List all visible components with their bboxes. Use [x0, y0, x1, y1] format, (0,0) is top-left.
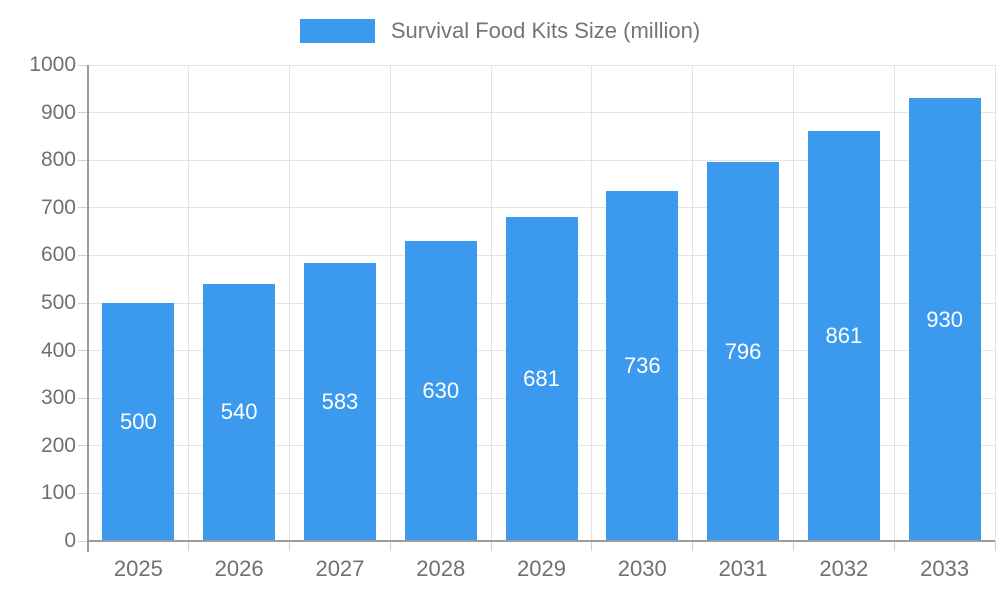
y-axis-label: 800: [40, 148, 76, 172]
gridline-vertical: [692, 65, 694, 541]
x-axis-tick: [289, 541, 291, 551]
x-axis-label-2026: 2026: [214, 556, 264, 581]
gridline-vertical: [792, 65, 794, 541]
y-axis-label: 700: [40, 195, 76, 219]
x-axis-label-2027: 2027: [315, 556, 365, 581]
bar-2025[interactable]: 500: [102, 303, 175, 541]
x-axis-tick: [994, 541, 996, 551]
bar-value-label: 861: [825, 323, 863, 349]
gridline-horizontal: [88, 64, 995, 66]
x-axis-label-2032: 2032: [819, 556, 869, 581]
bar-value-label: 630: [422, 378, 460, 404]
x-axis-tick: [490, 541, 492, 551]
x-axis-label-2031: 2031: [718, 556, 768, 581]
y-axis-tick: [78, 112, 88, 114]
gridline-horizontal: [88, 112, 995, 114]
bar-value-label: 583: [321, 389, 359, 415]
bar-2030[interactable]: 736: [606, 190, 679, 541]
bar-2031[interactable]: 796: [707, 162, 780, 541]
bar-value-label: 540: [220, 399, 258, 425]
y-axis-label: 400: [40, 338, 76, 362]
y-axis-label: 900: [40, 100, 76, 124]
y-axis-tick: [78, 350, 88, 352]
x-axis-label-2029: 2029: [517, 556, 566, 581]
bar-value-label: 796: [724, 338, 762, 364]
bar-value-label: 930: [926, 306, 963, 332]
gridline-vertical: [289, 65, 291, 541]
y-axis-label: 600: [40, 243, 76, 267]
gridline-vertical: [188, 65, 190, 541]
y-axis-label: 500: [40, 291, 76, 314]
y-axis-label: 100: [40, 481, 76, 505]
y-axis-label: 1000: [29, 53, 76, 76]
y-axis-label: 0: [64, 529, 76, 552]
bar-2028[interactable]: 630: [404, 241, 477, 541]
y-axis-tick: [78, 64, 88, 66]
x-axis-tick: [792, 541, 794, 551]
y-axis-line: [87, 65, 89, 552]
gridline-vertical: [591, 65, 593, 541]
bar-2026[interactable]: 540: [203, 283, 276, 541]
gridline-horizontal: [88, 159, 995, 161]
x-axis-label-2028: 2028: [416, 556, 466, 581]
legend-series-label[interactable]: Survival Food Kits Size (million): [390, 18, 701, 43]
y-axis-label: 300: [40, 386, 76, 410]
bar-value-label: 736: [623, 352, 661, 378]
y-axis-tick: [78, 254, 88, 256]
x-axis-tick: [188, 541, 190, 551]
x-axis-tick: [591, 541, 593, 551]
chart-legend[interactable]: Survival Food Kits Size (million): [0, 17, 1000, 45]
bar-value-label: 681: [523, 365, 560, 391]
legend-swatch-icon[interactable]: [299, 19, 375, 43]
x-axis-tick: [389, 541, 391, 551]
bar-2032[interactable]: 861: [807, 131, 880, 541]
gridline-vertical: [893, 65, 895, 541]
y-axis-tick: [78, 492, 88, 494]
bar-2027[interactable]: 583: [303, 263, 376, 541]
y-axis-tick: [78, 397, 88, 399]
x-axis-label-2030: 2030: [617, 556, 667, 581]
bar-value-label: 500: [120, 409, 157, 434]
bar-2029[interactable]: 681: [505, 216, 578, 541]
y-axis-tick: [78, 207, 88, 209]
gridline-vertical: [389, 65, 391, 541]
gridline-horizontal: [88, 207, 995, 209]
y-axis-tick: [78, 159, 88, 161]
bar-2033[interactable]: 930: [908, 98, 981, 541]
x-axis-label-2025: 2025: [113, 556, 163, 581]
y-axis-tick: [78, 445, 88, 447]
y-axis-tick: [78, 302, 88, 304]
x-axis-label-2033: 2033: [920, 556, 970, 581]
y-axis-tick: [78, 540, 88, 542]
x-axis-line: [88, 540, 995, 542]
y-axis-label: 200: [40, 433, 76, 457]
x-axis-tick: [893, 541, 895, 551]
gridline-vertical: [994, 65, 996, 541]
gridline-vertical: [490, 65, 492, 541]
x-axis-tick: [692, 541, 694, 551]
